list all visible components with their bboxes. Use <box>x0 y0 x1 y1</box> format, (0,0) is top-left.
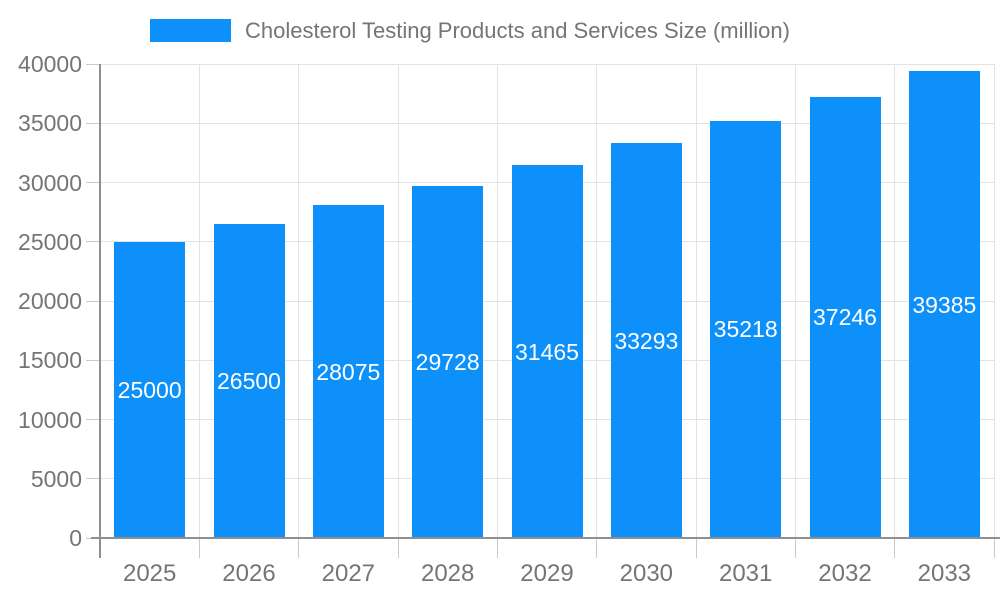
x-axis-tick-label: 2033 <box>917 560 972 587</box>
y-axis-tick-label: 10000 <box>18 406 82 433</box>
bar-value-label: 26500 <box>217 367 281 394</box>
x-axis-tick <box>198 539 200 558</box>
y-axis-tick-label: 40000 <box>18 51 82 77</box>
y-axis-tick-label: 15000 <box>18 347 82 374</box>
gridline-v <box>894 64 896 538</box>
x-axis-tick <box>794 539 796 558</box>
gridline-v <box>496 64 498 538</box>
legend-label: Cholesterol Testing Products and Service… <box>245 18 790 43</box>
y-axis-tick <box>86 241 100 243</box>
bar-2029[interactable] <box>511 165 583 538</box>
y-axis-tick-label: 35000 <box>18 110 82 137</box>
bar-2033[interactable] <box>908 71 980 538</box>
x-axis-tick-label: 2028 <box>420 560 475 587</box>
bar-2030[interactable] <box>610 143 682 538</box>
y-axis-tick <box>86 419 100 420</box>
y-axis-tick <box>86 182 100 183</box>
bar-value-label: 35218 <box>713 316 778 343</box>
x-axis-tick <box>397 539 399 558</box>
x-axis-tick-label: 2027 <box>321 560 376 587</box>
x-axis-tick <box>993 539 995 558</box>
y-axis-tick-label: 0 <box>69 525 82 551</box>
bar-value-label: 29728 <box>415 348 480 375</box>
y-axis-line <box>99 64 101 558</box>
x-axis-tick-label: 2030 <box>619 560 674 587</box>
gridline-h <box>100 63 994 65</box>
bar-value-label: 37246 <box>813 304 877 331</box>
bar-2026[interactable] <box>213 223 285 538</box>
y-axis-tick <box>86 359 100 361</box>
gridline-v <box>298 64 300 538</box>
y-axis-tick-label: 25000 <box>18 228 82 255</box>
y-axis-tick-label: 30000 <box>18 169 82 196</box>
gridline-v <box>794 64 796 538</box>
bar-value-label: 28075 <box>316 358 381 385</box>
gridline-v <box>695 64 697 538</box>
bar-2028[interactable] <box>412 185 484 538</box>
gridline-v <box>596 64 598 538</box>
bar-value-label: 31465 <box>515 338 579 365</box>
bar-2032[interactable] <box>809 96 881 538</box>
y-axis-tick <box>86 122 100 124</box>
x-axis-line <box>91 537 1000 539</box>
x-axis-tick <box>695 539 697 558</box>
bar-2027[interactable] <box>312 205 384 538</box>
y-axis-tick <box>86 63 100 65</box>
gridline-v <box>397 64 399 538</box>
x-axis-tick <box>496 539 498 558</box>
y-axis-tick <box>86 300 100 302</box>
x-axis-tick-label: 2032 <box>818 560 872 587</box>
x-axis-tick-label: 2031 <box>718 560 773 587</box>
x-axis-tick <box>298 539 300 558</box>
y-axis-tick <box>86 478 100 480</box>
bar-2031[interactable] <box>710 120 782 538</box>
bar-value-label: 33293 <box>614 327 679 354</box>
x-axis-tick-label: 2029 <box>520 560 574 587</box>
x-axis-tick <box>596 539 598 558</box>
x-axis-tick-label: 2025 <box>122 560 177 587</box>
y-axis-tick-label: 5000 <box>30 465 82 492</box>
gridline-v <box>993 64 995 538</box>
bar-2025[interactable] <box>114 241 186 538</box>
x-axis-tick-label: 2026 <box>222 560 276 587</box>
gridline-v <box>198 64 200 538</box>
x-axis-tick <box>894 539 896 558</box>
y-axis-tick-label: 20000 <box>18 288 82 314</box>
bar-value-label: 25000 <box>117 376 182 403</box>
bar-value-label: 39385 <box>912 291 977 318</box>
gridline-h <box>100 122 994 124</box>
legend-swatch <box>150 19 231 42</box>
